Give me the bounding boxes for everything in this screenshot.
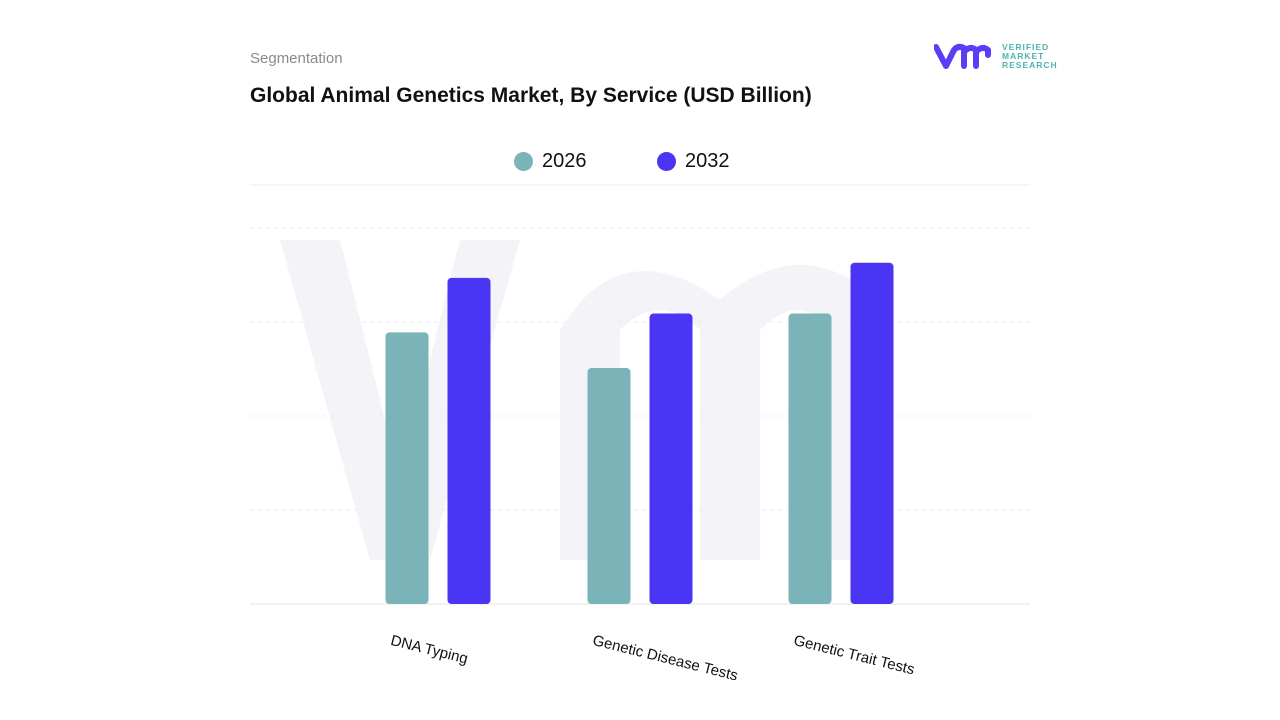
legend-label: 2026	[542, 150, 587, 172]
bar-2026-dna-typing	[385, 332, 429, 604]
logo-text: VERIFIED MARKET RESEARCH	[1002, 41, 1058, 70]
bar-2026-genetic-disease-tests	[587, 368, 631, 604]
watermark-m	[560, 265, 880, 560]
segment-label: Segmentation	[250, 50, 343, 67]
legend-item-2026: 2026	[514, 150, 587, 173]
bar-2032-dna-typing	[447, 277, 491, 604]
legend-swatch-2032	[657, 152, 676, 171]
bar-2032-genetic-disease-tests	[649, 313, 693, 604]
logo: VERIFIED MARKET RESEARCH	[934, 42, 1058, 70]
bar-2032-genetic-trait-tests	[850, 262, 894, 604]
page-title: Global Animal Genetics Market, By Servic…	[250, 84, 812, 107]
legend-item-2032: 2032	[657, 150, 730, 173]
vmr-logo-icon	[934, 43, 991, 69]
legend-label: 2032	[685, 150, 730, 172]
legend-swatch-2026	[514, 152, 533, 171]
bar-2026-genetic-trait-tests	[788, 313, 832, 604]
